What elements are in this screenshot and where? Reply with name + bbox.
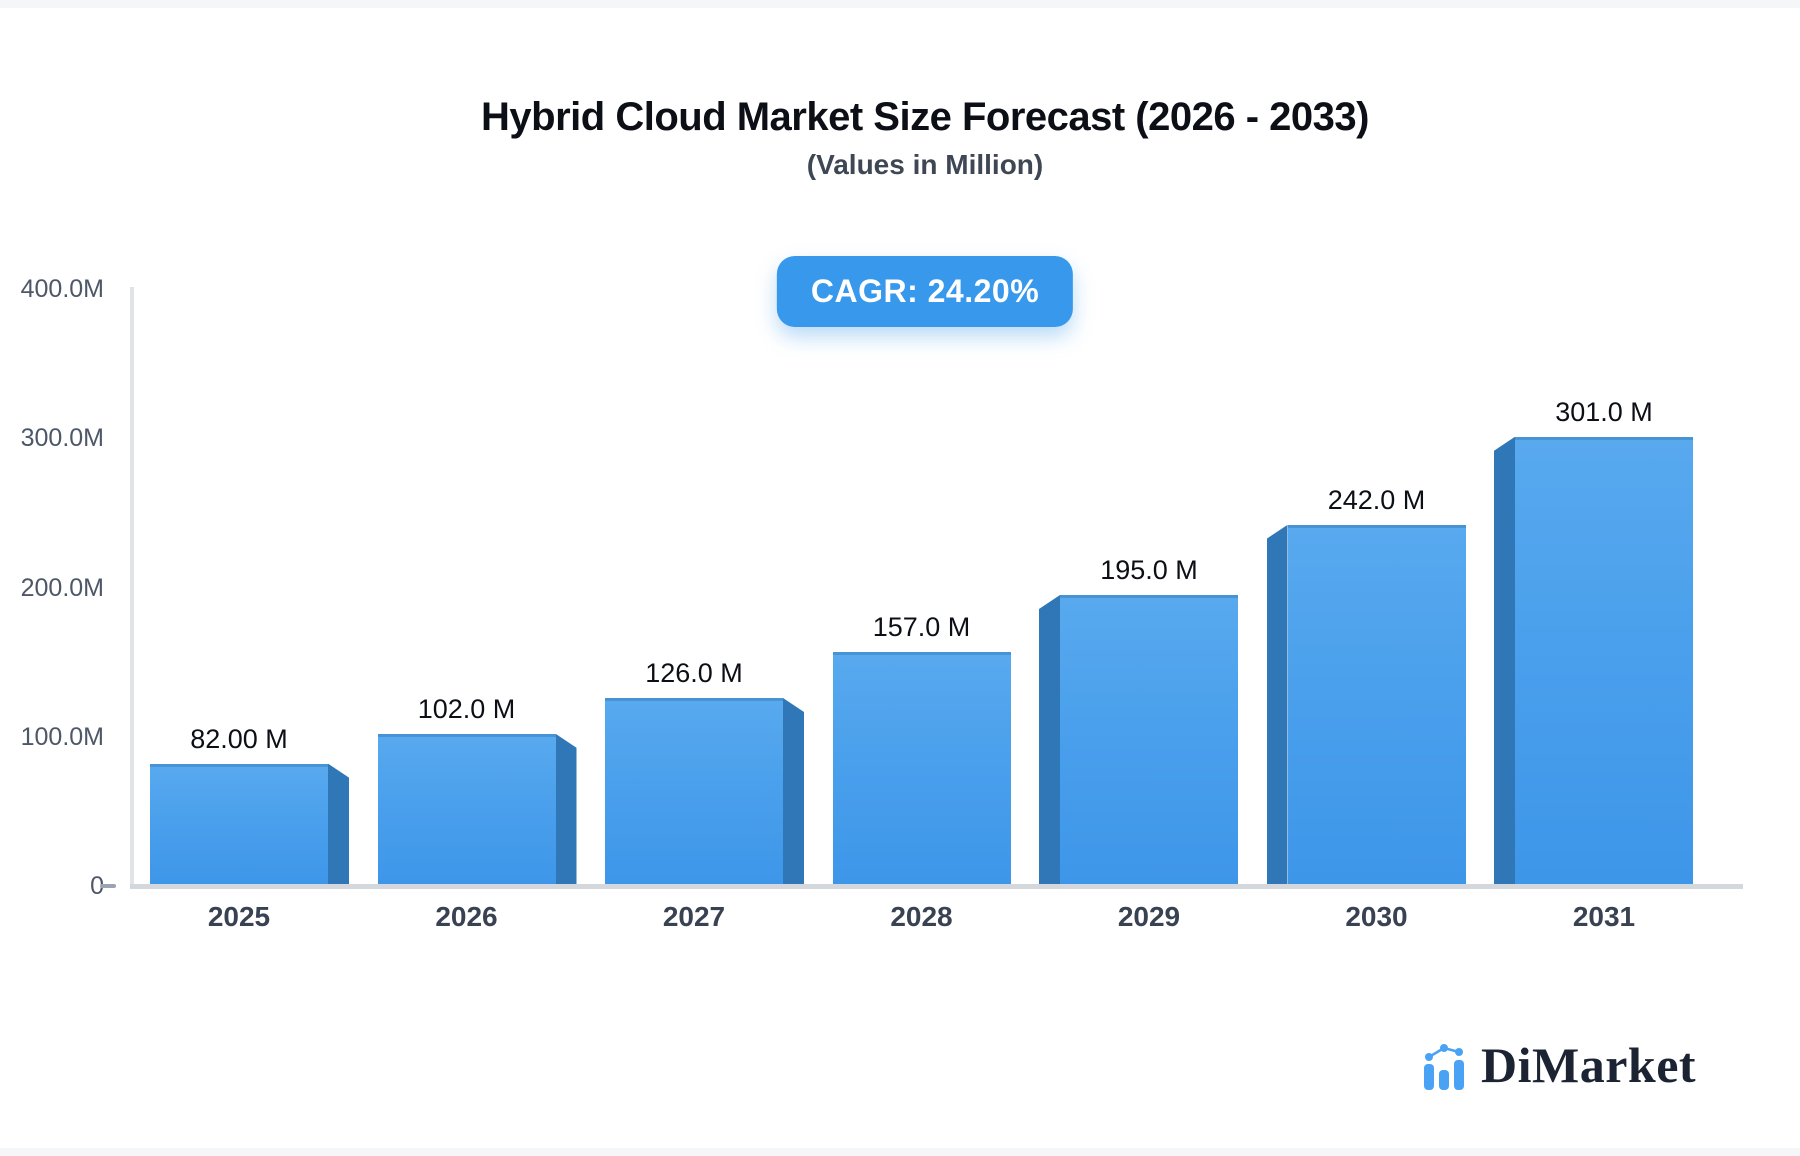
y-axis-tick-label: 300.0M [20,424,104,453]
brand-logo: DiMarket [1422,1040,1696,1090]
y-axis-tick-label: 200.0M [20,573,104,602]
x-axis-baseline [130,884,1743,889]
bar-value-label: 242.0 M [1327,484,1426,515]
bar-2027 [605,697,783,886]
bar-2031 [1515,436,1693,886]
bar-3d-side [1494,436,1515,886]
bar-value-label: 301.0 M [1555,396,1653,427]
bar-2028 [832,651,1011,886]
bar-value-label: 195.0 M [1100,554,1198,585]
bar-2025 [150,763,328,886]
brand-name: DiMarket [1481,1037,1697,1093]
x-axis-category-label: 2030 [1345,901,1408,932]
cagr-badge: CAGR: 24.20% [776,256,1074,327]
y-axis-tick-label: 0 [90,872,104,900]
y-axis-tick-label: 400.0M [20,275,104,303]
bar-3d-side [328,763,349,886]
bar-value-label: 126.0 M [645,657,743,688]
bar-3d-side [1266,524,1288,886]
bar-value-label: 157.0 M [872,611,971,642]
page-edge-top [0,0,1800,8]
x-axis-category-label: 2027 [662,901,726,932]
bar-3d-side [783,697,804,886]
page-edge-bottom [0,1148,1800,1156]
chart-subtitle: (Values in Million) [806,149,1044,180]
bar-3d-side [555,733,577,886]
y-axis-line [130,287,134,889]
bar-2029 [1060,594,1238,886]
x-axis-category-label: 2031 [1572,901,1636,932]
bar-3d-side [1039,594,1060,886]
chart-title: Hybrid Cloud Market Size Forecast (2026 … [481,95,1369,139]
y-axis-tick-label: 100.0M [20,722,104,751]
x-axis-category-label: 2025 [207,901,271,932]
bar-value-label: 102.0 M [417,693,516,724]
bar-value-label: 82.00 M [190,723,288,754]
bar-2026 [377,733,556,886]
zero-tick-mark [100,884,116,888]
x-axis-category-label: 2026 [435,901,498,932]
x-axis-category-label: 2029 [1117,901,1181,932]
bar-2030 [1287,524,1466,886]
bar-chart-trend-icon [1424,1044,1464,1090]
x-axis-category-label: 2028 [890,901,953,932]
